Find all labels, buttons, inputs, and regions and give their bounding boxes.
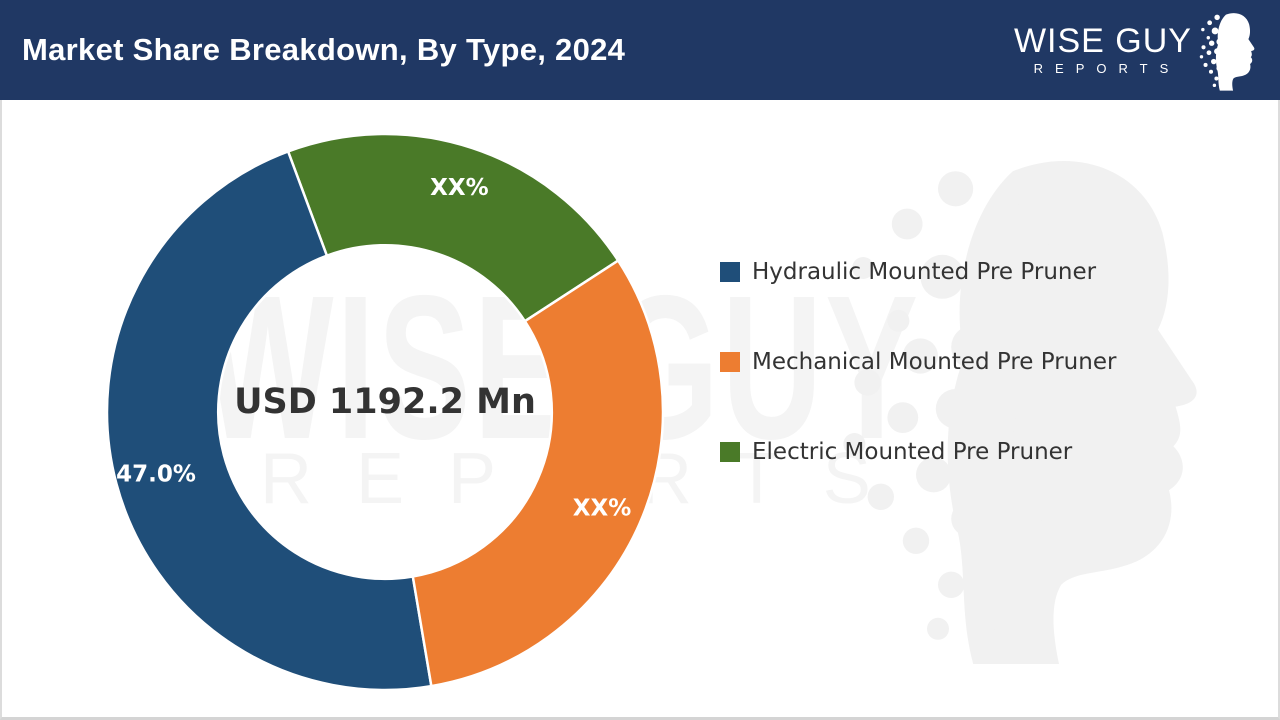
head-profile-icon xyxy=(1194,9,1262,91)
legend-swatch xyxy=(720,442,740,462)
slice-label-electric: XX% xyxy=(430,175,489,201)
legend-item: Electric Mounted Pre Pruner xyxy=(720,438,1116,466)
logo-wordmark: WISE GUY xyxy=(1013,22,1192,61)
pie-slice-mechanical xyxy=(411,259,665,688)
page-title: Market Share Breakdown, By Type, 2024 xyxy=(22,32,626,67)
legend-label: Mechanical Mounted Pre Pruner xyxy=(752,349,1117,375)
pie-slice-electric xyxy=(286,132,620,323)
legend-label: Hydraulic Mounted Pre Pruner xyxy=(752,259,1097,285)
chart-center-label: USD 1192.2 Mn xyxy=(234,382,536,422)
legend-label: Electric Mounted Pre Pruner xyxy=(752,439,1073,465)
legend-swatch xyxy=(720,262,740,282)
chart-legend: Hydraulic Mounted Pre Pruner Mechanical M… xyxy=(720,258,1116,528)
wise-guy-logo: WISE GUY REPORTS xyxy=(1014,9,1262,91)
logo-subtitle: REPORTS xyxy=(1033,60,1181,76)
slice-label-mechanical: XX% xyxy=(573,495,632,521)
chart-area: WISE GUY REPORTS XX%47.0%XX% USD 1192.2 … xyxy=(0,100,1280,720)
legend-item: Mechanical Mounted Pre Pruner xyxy=(720,348,1116,376)
logo-text: WISE GUY REPORTS xyxy=(1013,22,1192,76)
slice-label-hydraulic: 47.0% xyxy=(116,461,196,487)
donut-chart: XX% 47.0% XX% xyxy=(105,132,665,692)
header: Market Share Breakdown, By Type, 2024 WI… xyxy=(0,0,1280,100)
legend-item: Hydraulic Mounted Pre Pruner xyxy=(720,258,1116,286)
pie-slice-hydraulic xyxy=(105,150,433,692)
legend-swatch xyxy=(720,352,740,372)
